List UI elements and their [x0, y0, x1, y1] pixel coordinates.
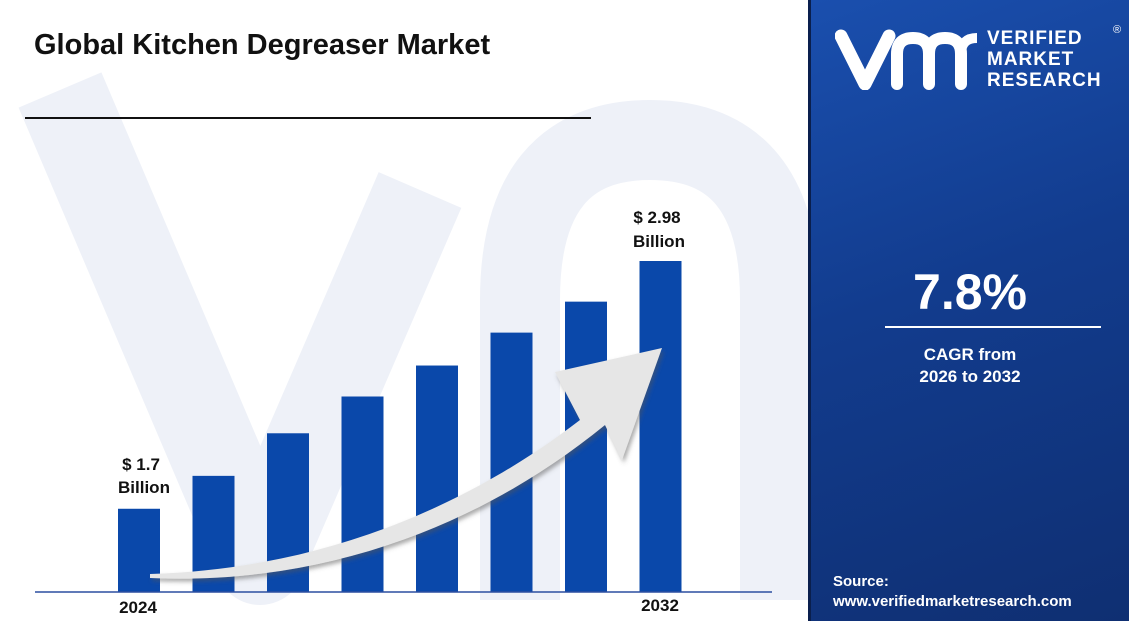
cagr-label-line-1: CAGR from	[923, 345, 1017, 364]
x-tick-2024: 2024	[119, 598, 157, 617]
cagr-label-line-2: 2026 to 2032	[919, 367, 1021, 386]
vmr-logo	[835, 29, 978, 90]
brand-line-3: RESEARCH	[987, 70, 1102, 91]
registered-mark: ®	[1113, 24, 1122, 36]
cagr-label: CAGR from 2026 to 2032	[811, 344, 1129, 388]
growth-arrow	[150, 348, 662, 579]
source-url[interactable]: www.verifiedmarketresearch.com	[833, 593, 1072, 610]
brand-name: VERIFIED MARKET RESEARCH	[987, 28, 1102, 91]
source: Source: www.verifiedmarketresearch.com	[833, 572, 1072, 612]
data-label-2024-unit: Billion	[118, 478, 170, 497]
watermark-logo	[18, 72, 808, 605]
chart-panel: Global Kitchen Degreaser Market $ 1.7 Bi…	[18, 29, 808, 617]
source-label: Source:	[833, 573, 889, 590]
summary-panel: VERIFIED MARKET RESEARCH ® 7.8% CAGR fro…	[808, 0, 1129, 621]
data-label-2032-value: $ 2.98	[633, 208, 680, 227]
bar-chart: $ 1.7 Billion $ 2.98 Billion 2024 2032	[35, 208, 772, 617]
bar-2024	[118, 508, 160, 592]
x-tick-2032: 2032	[641, 596, 679, 615]
data-label-2024-value: $ 1.7	[122, 455, 160, 474]
data-label-2032-unit: Billion	[633, 232, 685, 251]
title-divider	[25, 117, 591, 119]
brand-line-2: MARKET	[987, 49, 1075, 70]
bar-2028	[416, 365, 458, 592]
bar-2027	[341, 396, 384, 592]
page-title: Global Kitchen Degreaser Market	[34, 29, 491, 61]
bar-2032	[639, 261, 682, 592]
cagr-value: 7.8%	[913, 264, 1027, 320]
brand-line-1: VERIFIED	[987, 28, 1083, 49]
cagr-divider	[885, 326, 1101, 328]
